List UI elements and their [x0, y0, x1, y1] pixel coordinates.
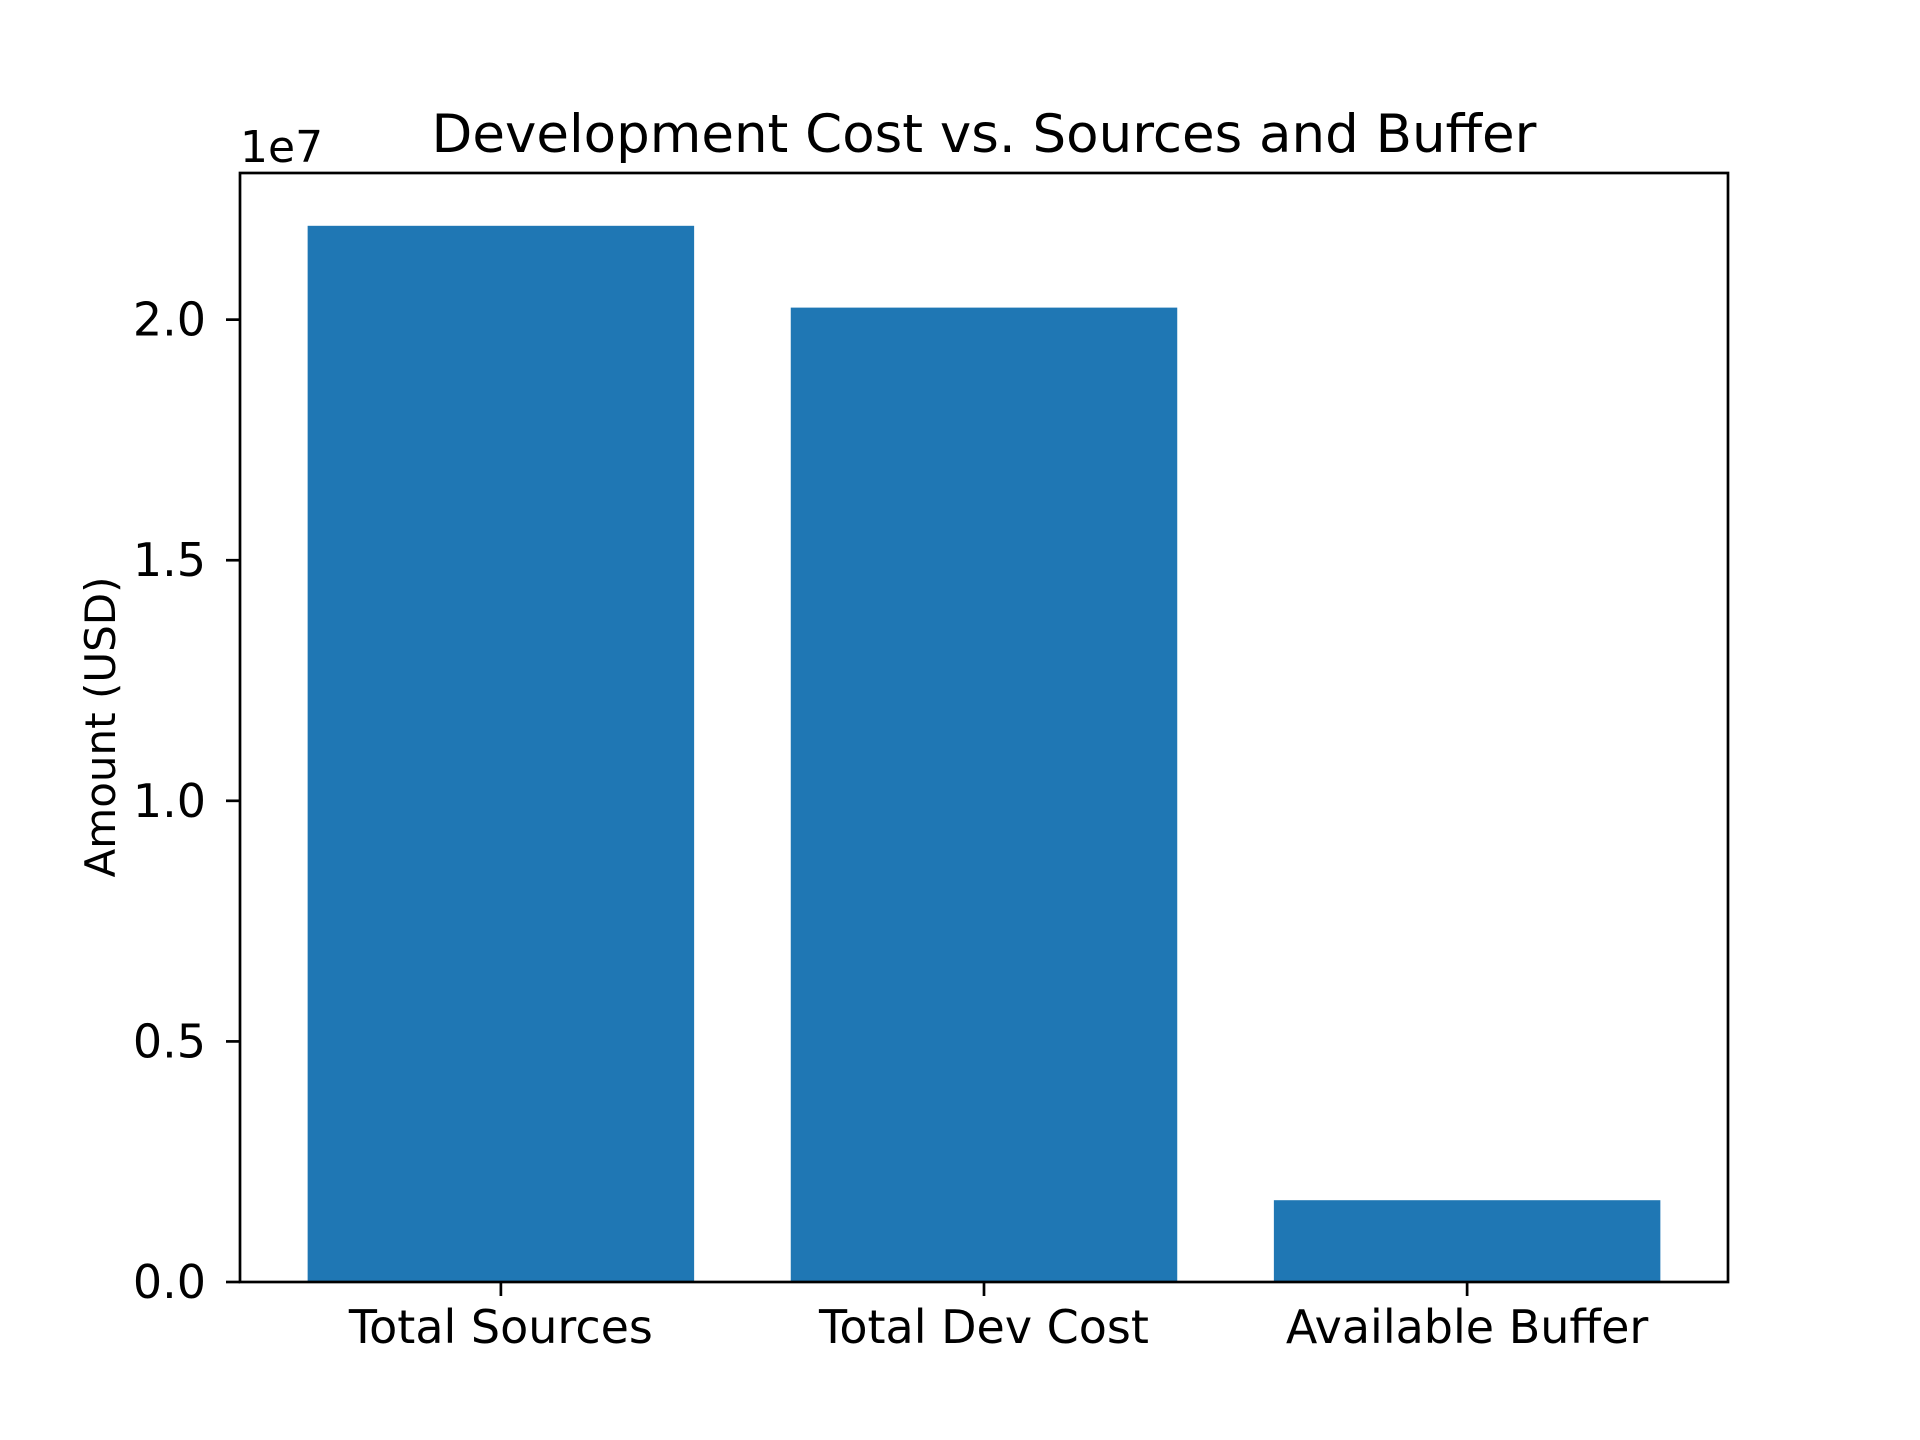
x-tick-label-2: Available Buffer [1286, 1300, 1649, 1354]
y-tick-label-4: 2.0 [133, 293, 206, 347]
bar-0 [307, 225, 695, 1282]
x-tick-label-1: Total Dev Cost [818, 1300, 1149, 1354]
y-tick-label-0: 0.0 [133, 1255, 206, 1309]
y-axis-offset-label: 1e7 [240, 122, 323, 173]
plot-border [238, 171, 1730, 1284]
x-tick-label-0: Total Sources [348, 1300, 653, 1354]
chart-title: Development Cost vs. Sources and Buffer [432, 104, 1537, 165]
y-tick-label-2: 1.0 [133, 774, 206, 828]
y-tick-label-1: 0.5 [133, 1014, 206, 1068]
bar-2 [1273, 1200, 1661, 1282]
bar-1 [790, 307, 1178, 1283]
y-axis-label: Amount (USD) [76, 577, 125, 878]
y-tick-label-3: 1.5 [133, 533, 206, 587]
